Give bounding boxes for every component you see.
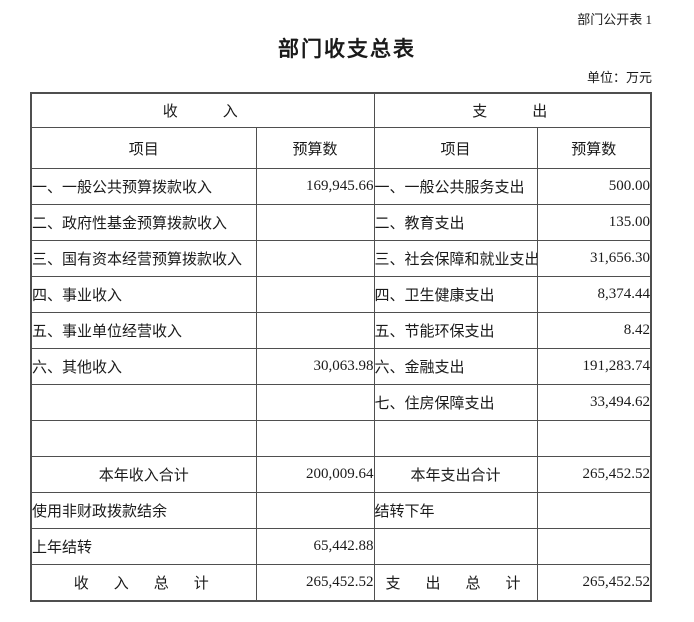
unit-label: 单位：万元 — [586, 70, 652, 85]
income-value-cell — [255, 276, 375, 313]
expense-value-cell — [536, 528, 652, 565]
income-value-cell — [255, 312, 375, 349]
table-row: 三、国有资本经营预算拨款收入 三、社会保障和就业支出 31,656.30 — [30, 240, 652, 277]
income-budget-column-header: 预算数 — [255, 127, 375, 169]
income-item-cell — [30, 420, 257, 457]
income-item-cell: 一、一般公共预算拨款收入 — [30, 168, 257, 205]
table-row: 五、事业单位经营收入 五、节能环保支出 8.42 — [30, 312, 652, 349]
expense-item-cell — [373, 420, 538, 457]
table-row: 一、一般公共预算拨款收入 169,945.66 一、一般公共服务支出 500.00 — [30, 168, 652, 205]
expense-item-cell: 三、社会保障和就业支出 — [373, 240, 538, 277]
table-row: 本年收入合计 200,009.64 本年支出合计 265,452.52 — [30, 456, 652, 493]
income-value-cell: 65,442.88 — [255, 528, 375, 565]
table-row: 收 入 总 计 265,452.52 支 出 总 计 265,452.52 — [30, 564, 652, 602]
expense-item-cell — [373, 528, 538, 565]
corner-label: 部门公开表 1 — [577, 12, 652, 27]
income-item-cell: 本年收入合计 — [30, 456, 257, 493]
expense-value-cell: 31,656.30 — [536, 240, 652, 277]
expense-item-cell: 二、教育支出 — [373, 204, 538, 241]
expense-value-cell: 191,283.74 — [536, 348, 652, 385]
expense-value-cell: 135.00 — [536, 204, 652, 241]
expense-value-cell: 8,374.44 — [536, 276, 652, 313]
expense-budget-column-header: 预算数 — [536, 127, 652, 169]
expense-value-cell — [536, 492, 652, 529]
expense-item-cell: 一、一般公共服务支出 — [373, 168, 538, 205]
income-item-cell: 上年结转 — [30, 528, 257, 565]
table-row: 四、事业收入 四、卫生健康支出 8,374.44 — [30, 276, 652, 313]
expense-value-cell: 265,452.52 — [536, 456, 652, 493]
income-item-column-header: 项目 — [30, 127, 257, 169]
income-value-cell: 30,063.98 — [255, 348, 375, 385]
page-title: 部门收支总表 — [278, 37, 416, 61]
income-item-cell — [30, 384, 257, 421]
column-header-row: 项目 预算数 项目 预算数 — [30, 127, 652, 169]
expense-item-cell: 五、节能环保支出 — [373, 312, 538, 349]
expense-item-cell: 本年支出合计 — [373, 456, 538, 493]
income-item-cell: 五、事业单位经营收入 — [30, 312, 257, 349]
expense-item-cell: 支 出 总 计 — [373, 564, 538, 602]
budget-summary-table: 收 入 支 出 项目 预算数 项目 预算数 一、一般公共预算拨款收入 169,94… — [30, 92, 653, 602]
expense-item-cell: 六、金融支出 — [373, 348, 538, 385]
section-header-row: 收 入 支 出 — [30, 92, 652, 128]
income-item-cell: 二、政府性基金预算拨款收入 — [30, 204, 257, 241]
income-value-cell: 200,009.64 — [255, 456, 375, 493]
expense-section-header: 支 出 — [373, 92, 652, 128]
expense-value-cell: 265,452.52 — [536, 564, 652, 602]
table-row: 七、住房保障支出 33,494.62 — [30, 384, 652, 421]
income-value-cell — [255, 420, 375, 457]
expense-item-column-header: 项目 — [373, 127, 538, 169]
expense-item-cell: 四、卫生健康支出 — [373, 276, 538, 313]
expense-item-cell: 结转下年 — [373, 492, 538, 529]
income-item-cell: 四、事业收入 — [30, 276, 257, 313]
table-row: 使用非财政拨款结余 结转下年 — [30, 492, 652, 529]
income-item-cell: 使用非财政拨款结余 — [30, 492, 257, 529]
income-value-cell: 265,452.52 — [255, 564, 375, 602]
expense-value-cell: 500.00 — [536, 168, 652, 205]
table-row: 六、其他收入 30,063.98 六、金融支出 191,283.74 — [30, 348, 652, 385]
table-row: 上年结转 65,442.88 — [30, 528, 652, 565]
income-section-header: 收 入 — [30, 92, 375, 128]
income-item-cell: 六、其他收入 — [30, 348, 257, 385]
income-item-cell: 三、国有资本经营预算拨款收入 — [30, 240, 257, 277]
income-value-cell: 169,945.66 — [255, 168, 375, 205]
income-value-cell — [255, 240, 375, 277]
table-row: 二、政府性基金预算拨款收入 二、教育支出 135.00 — [30, 204, 652, 241]
income-value-cell — [255, 204, 375, 241]
expense-item-cell: 七、住房保障支出 — [373, 384, 538, 421]
income-value-cell — [255, 492, 375, 529]
income-value-cell — [255, 384, 375, 421]
expense-value-cell: 33,494.62 — [536, 384, 652, 421]
expense-value-cell: 8.42 — [536, 312, 652, 349]
table-row — [30, 420, 652, 457]
income-item-cell: 收 入 总 计 — [30, 564, 257, 602]
expense-value-cell — [536, 420, 652, 457]
